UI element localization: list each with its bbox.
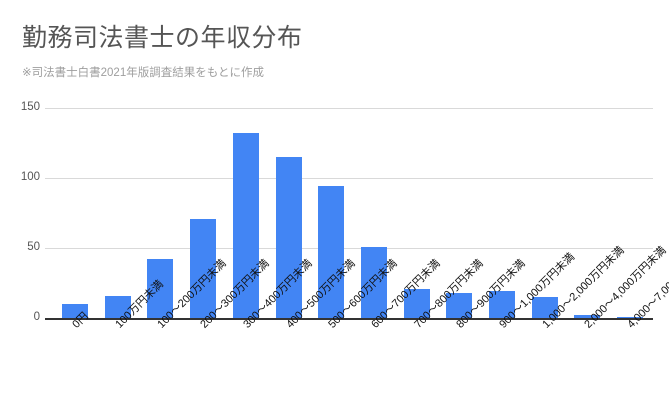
gridline	[45, 248, 653, 249]
bar[interactable]	[275, 157, 302, 318]
chart-title: 勤務司法書士の年収分布	[22, 24, 303, 52]
bar[interactable]	[62, 304, 88, 318]
bar[interactable]	[318, 186, 345, 318]
y-axis-tick-label: 150	[20, 101, 40, 113]
bar[interactable]	[446, 292, 473, 318]
bar[interactable]	[190, 218, 217, 318]
x-axis-tick-label: 900〜1,000万円未満	[497, 250, 578, 331]
x-axis-tick-label: 1,000〜2,000万円未満	[539, 244, 627, 331]
bar[interactable]	[360, 246, 387, 318]
chart-subtitle: ※司法書士白書2021年版調査結果をもとに作成	[22, 67, 264, 79]
y-axis-tick-label: 0	[33, 311, 40, 323]
bar[interactable]	[574, 315, 601, 318]
bar[interactable]	[617, 316, 644, 318]
x-axis-tick-label: 100〜200万円未満	[155, 257, 230, 331]
bar[interactable]	[489, 291, 515, 318]
bar[interactable]	[147, 259, 174, 318]
bar[interactable]	[531, 297, 558, 318]
y-axis-tick-label: 100	[20, 171, 40, 183]
gridline	[45, 108, 653, 109]
y-axis-tick-label: 50	[27, 241, 40, 253]
axis-baseline	[45, 318, 653, 320]
bar[interactable]	[403, 288, 430, 318]
bar[interactable]	[104, 295, 131, 318]
x-axis-tick-label: 2,000〜4,000万円未満	[582, 244, 669, 331]
gridline	[45, 178, 653, 179]
x-axis-tick-label: 0円	[70, 310, 91, 331]
bar[interactable]	[232, 133, 259, 318]
